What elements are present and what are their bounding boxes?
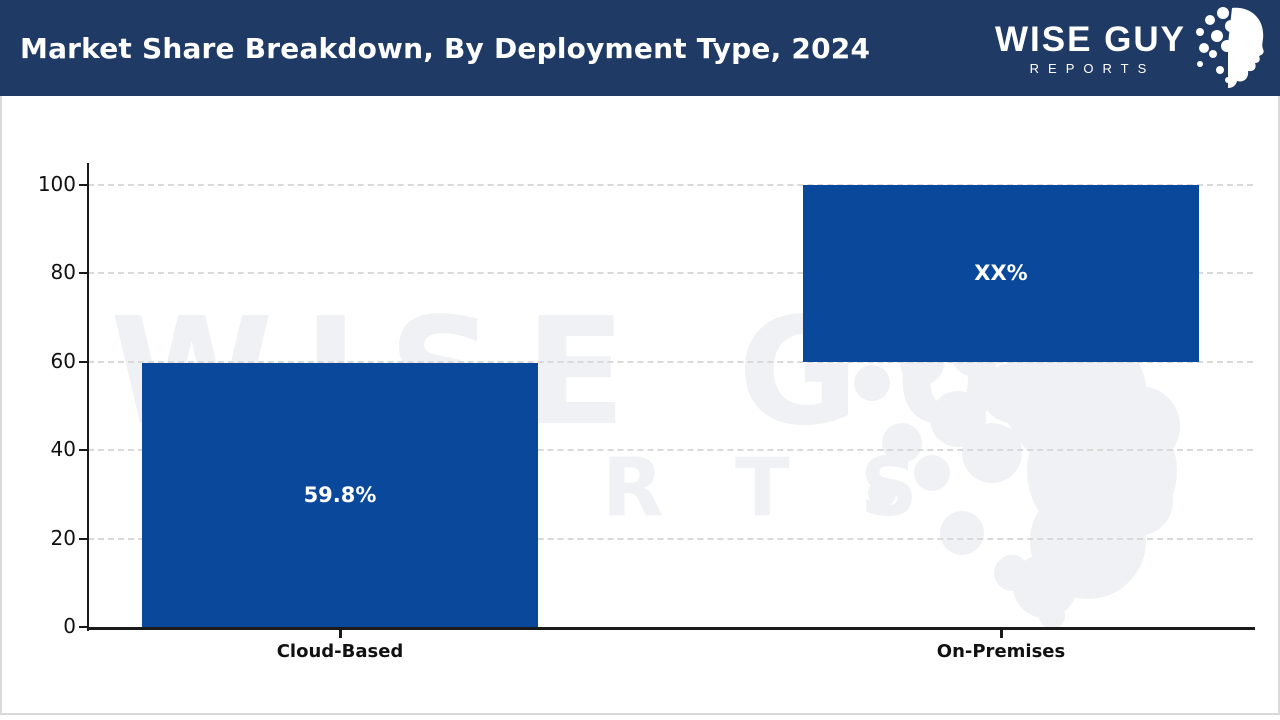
y-axis-line [87,163,89,631]
y-tick-mark [79,449,88,452]
logo-name: WISE GUY [994,19,1186,59]
gridline-40 [88,449,1253,452]
bar-value-label: XX% [974,261,1028,286]
gridline-100 [88,184,1253,186]
x-tick-label-on-premises: On-Premises [936,641,1066,662]
y-tick-mark [79,360,88,363]
y-tick-label: 20 [50,525,76,550]
x-tick-mark [1000,630,1003,638]
watermark-letter: T [735,441,790,534]
gridline-60 [88,360,1253,363]
bar-cloud-based: 59.8% [142,362,538,627]
header-bar: Market Share Breakdown, By Deployment Ty… [0,0,1280,96]
x-tick-label-cloud-based: Cloud-Based [276,641,404,662]
page-title: Market Share Breakdown, By Deployment Ty… [20,31,871,65]
gridline-80 [88,272,1253,275]
y-tick-mark [79,626,88,628]
y-tick-label: 80 [50,260,76,285]
bar-value-label: 59.8% [303,482,377,507]
y-tick-label: 60 [50,348,76,373]
y-tick-label: 100 [37,172,76,196]
y-tick-label: 0 [63,614,76,638]
logo-text: WISE GUY REPORTS [995,22,1186,75]
y-tick-mark [79,537,88,540]
y-tick-mark [79,272,88,275]
y-tick-mark [79,184,88,186]
x-tick-mark [339,630,342,638]
wise-guy-logo: WISE GUY REPORTS [995,4,1266,92]
watermark-letter: R [602,441,664,534]
watermark-head-icon [840,324,1220,635]
gridline-20 [88,537,1253,540]
bar-on-premises: XX% [803,185,1199,362]
x-axis-line [87,627,1255,630]
y-tick-label: 40 [50,437,76,462]
logo-subtitle: REPORTS [1029,60,1156,76]
watermark-letter: S [860,441,918,534]
logo-head-icon [1190,4,1266,92]
